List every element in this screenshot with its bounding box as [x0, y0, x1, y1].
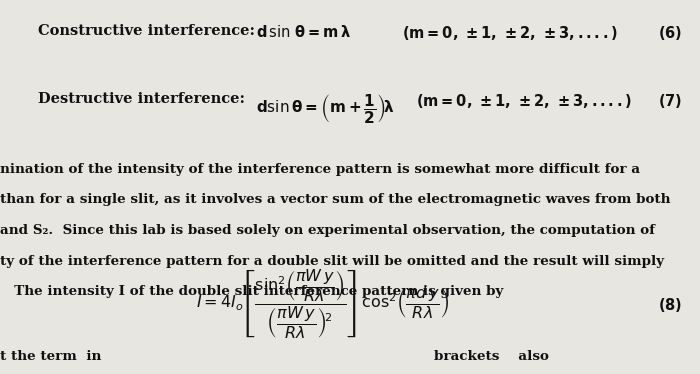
Text: $\mathbf{(7)}$: $\mathbf{(7)}$ — [658, 92, 682, 110]
Text: $\mathbf{(m = 0,\,\pm 1,\,\pm 2,\,\pm 3,....)}$: $\mathbf{(m = 0,\,\pm 1,\,\pm 2,\,\pm 3,… — [402, 24, 619, 42]
Text: $I = 4I_o\!\left[\dfrac{\sin^2\!\left(\dfrac{\pi W\,y}{R\lambda}\right)}{\left(\: $I = 4I_o\!\left[\dfrac{\sin^2\!\left(\d… — [196, 268, 450, 341]
Text: Destructive interference:: Destructive interference: — [38, 92, 246, 105]
Text: and S₂.  Since this lab is based solely on experimental observation, the computa: and S₂. Since this lab is based solely o… — [0, 224, 655, 237]
Text: $\mathbf{(m = 0,\,\pm 1,\,\pm 2,\,\pm 3,....)}$: $\mathbf{(m = 0,\,\pm 1,\,\pm 2,\,\pm 3,… — [416, 92, 633, 110]
Text: t the term  in: t the term in — [0, 350, 102, 363]
Text: $\mathbf{d\sin\theta = \left(m+\dfrac{1}{2}\right)\!\lambda}$: $\mathbf{d\sin\theta = \left(m+\dfrac{1}… — [256, 92, 394, 125]
Text: ty of the interference pattern for a double slit will be omitted and the result : ty of the interference pattern for a dou… — [0, 255, 664, 268]
Text: $\mathbf{(8)}$: $\mathbf{(8)}$ — [658, 296, 682, 314]
Text: $\mathbf{(6)}$: $\mathbf{(6)}$ — [658, 24, 682, 42]
Text: $\mathbf{d\,\sin\,\theta = m\,\lambda}$: $\mathbf{d\,\sin\,\theta = m\,\lambda}$ — [256, 24, 351, 40]
Text: than for a single slit, as it involves a vector sum of the electromagnetic waves: than for a single slit, as it involves a… — [0, 193, 671, 206]
Text: nination of the intensity of the interference pattern is somewhat more difficult: nination of the intensity of the interfe… — [0, 163, 640, 176]
Text: The intensity I of the double slit interference pattern is given by: The intensity I of the double slit inter… — [0, 285, 503, 298]
Text: brackets    also: brackets also — [434, 350, 549, 363]
Text: Constructive interference:: Constructive interference: — [38, 24, 256, 38]
